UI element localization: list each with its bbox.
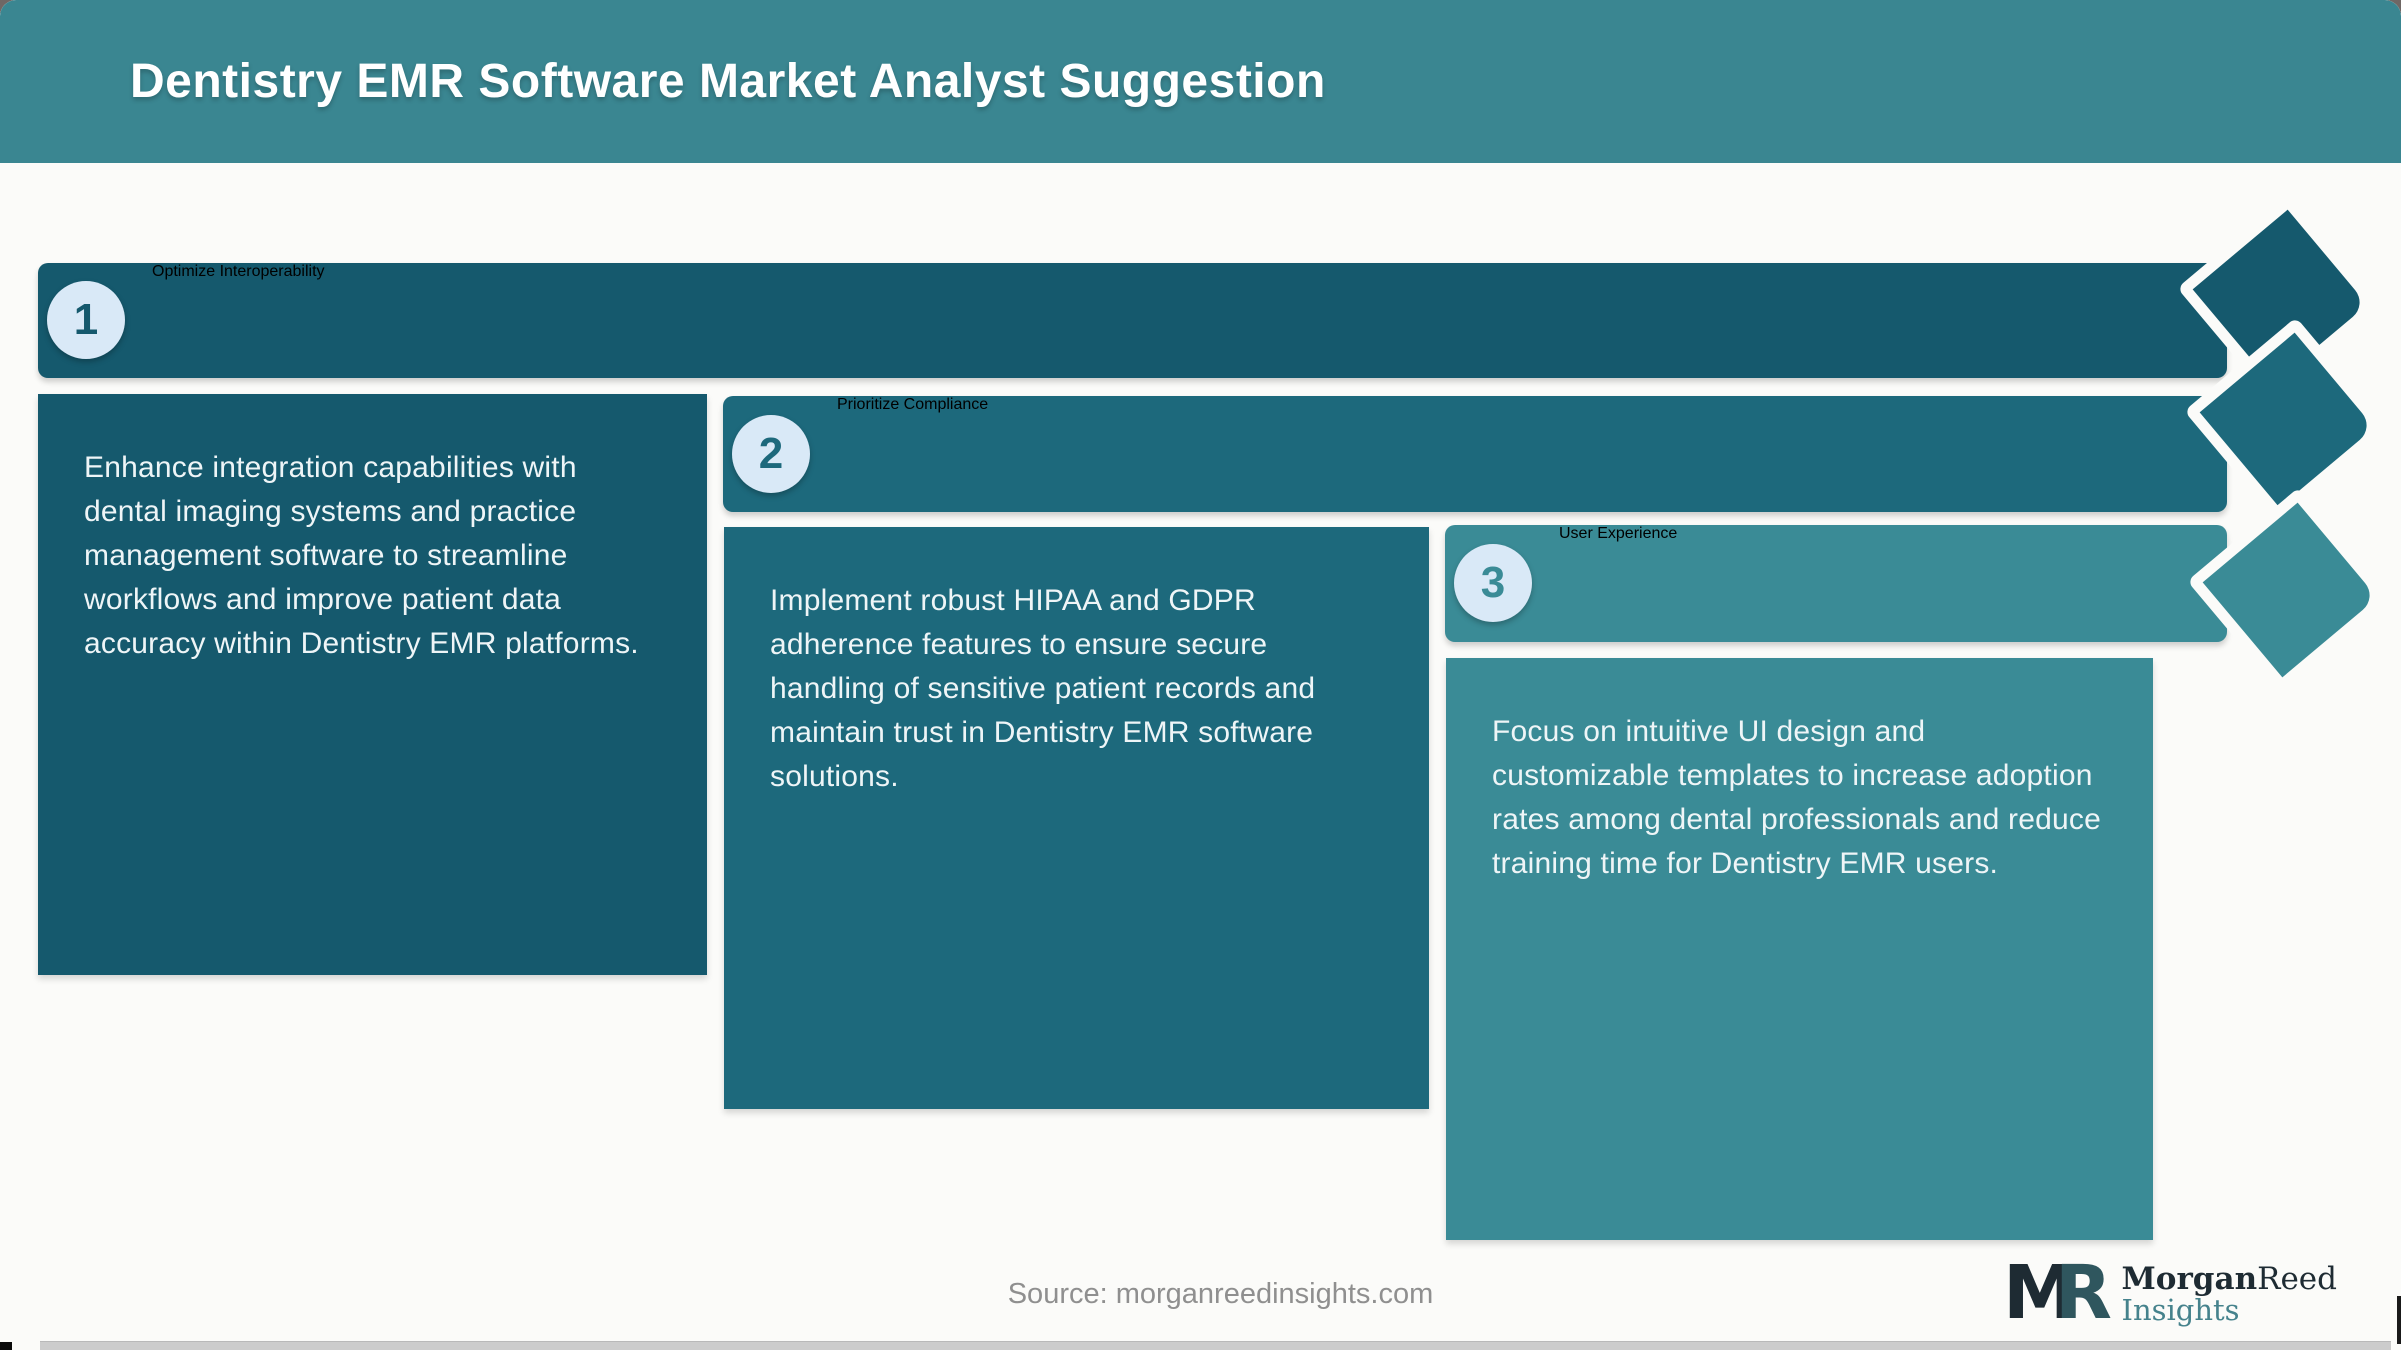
- brand-name-bold: Morgan: [2121, 1260, 2258, 1297]
- step-description-text: Enhance integration capabilities with de…: [84, 451, 639, 660]
- source-attribution: Source: morganreedinsights.com: [1007, 1278, 1434, 1310]
- monogram-r: R: [2055, 1256, 2111, 1332]
- arrow-bar-step-3: [1445, 525, 2227, 642]
- scrollbar-track[interactable]: [40, 1341, 2391, 1350]
- step-number-badge: 2: [732, 415, 810, 493]
- page-title: Dentistry EMR Software Market Analyst Su…: [130, 55, 1326, 108]
- brand-name-regular: Reed: [2257, 1260, 2337, 1297]
- arrow-bar-step-2: [723, 396, 2227, 512]
- step-description-box: Enhance integration capabilities with de…: [38, 394, 707, 975]
- mr-monogram-icon: M R: [2003, 1256, 2111, 1332]
- brand-subtitle: Insights: [2121, 1293, 2240, 1328]
- step-number-badge: 3: [1454, 544, 1532, 622]
- arrow-head-icon: [2187, 487, 2393, 693]
- brand-logo: M R MorganReed Insights: [2003, 1256, 2337, 1332]
- step-description-box: Focus on intuitive UI design and customi…: [1446, 658, 2153, 1240]
- step-description-box: Implement robust HIPAA and GDPR adherenc…: [724, 527, 1429, 1109]
- step-description-text: Implement robust HIPAA and GDPR adherenc…: [770, 584, 1316, 793]
- brand-wordmark: MorganReed Insights: [2121, 1260, 2337, 1328]
- step-description-text: Focus on intuitive UI design and customi…: [1492, 715, 2101, 880]
- step-number-badge: 1: [47, 281, 125, 359]
- brand-name: MorganReed: [2121, 1260, 2337, 1297]
- right-edge-artifact: [2397, 1296, 2401, 1344]
- corner-artifact: [0, 1342, 12, 1350]
- header-banner: Dentistry EMR Software Market Analyst Su…: [0, 0, 2401, 163]
- monogram-m: M: [2003, 1256, 2077, 1332]
- arrow-bar-step-1: [38, 263, 2227, 378]
